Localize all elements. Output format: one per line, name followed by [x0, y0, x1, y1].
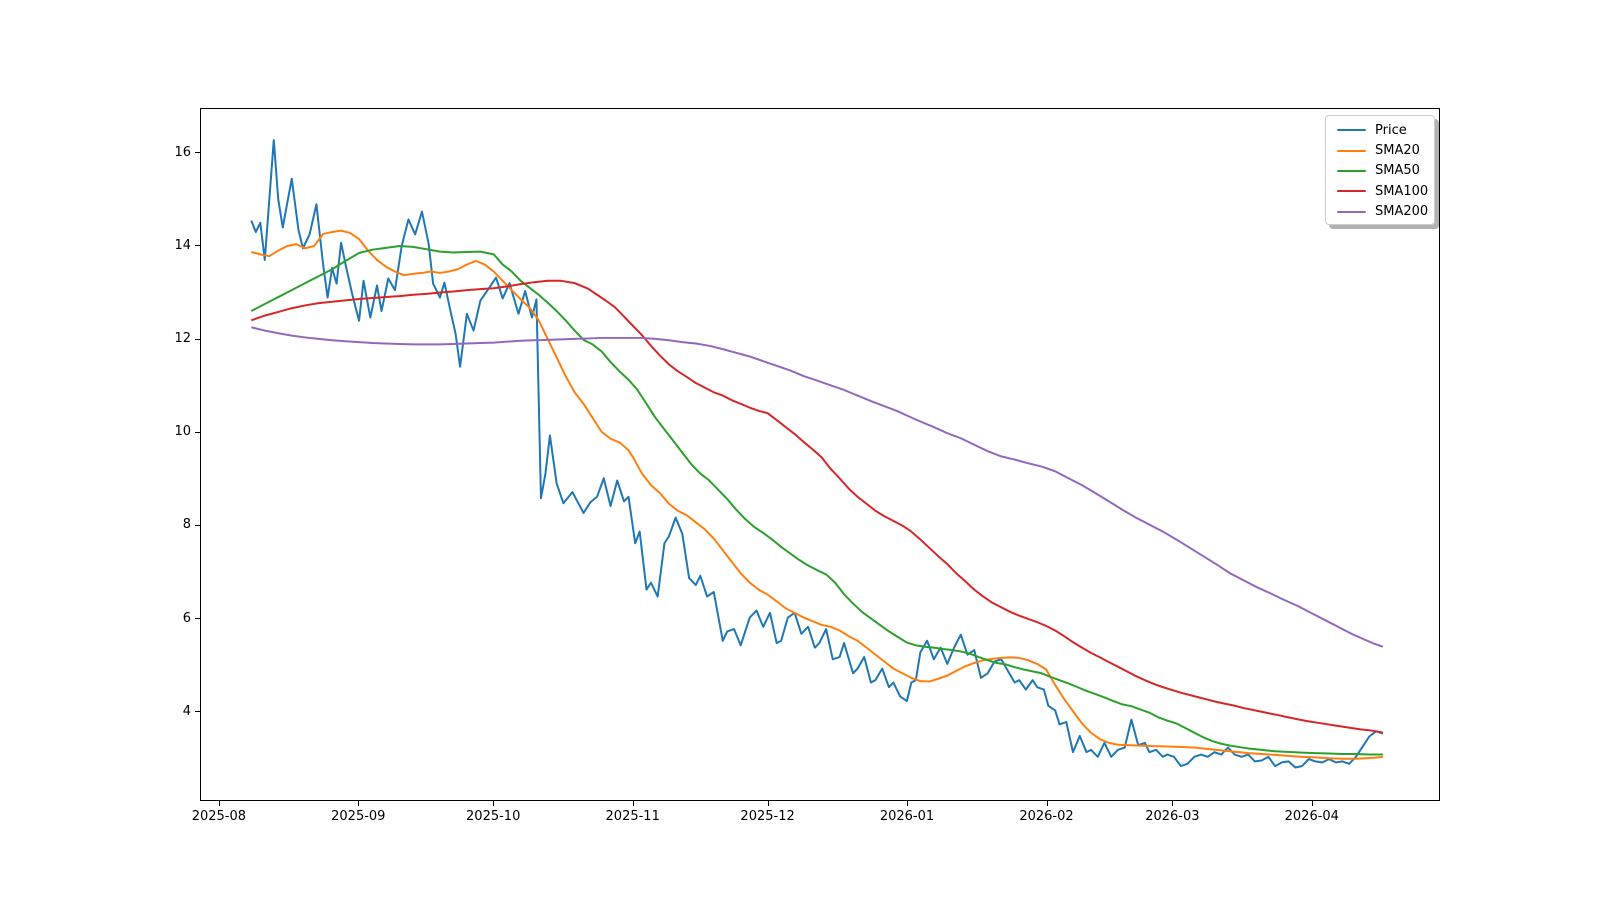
sma20-line: [251, 229, 1383, 760]
x-tick-mark: [493, 801, 495, 806]
x-tick-mark: [907, 801, 908, 806]
x-tick-label: 2025-08: [191, 809, 247, 824]
x-tick-mark: [632, 801, 634, 806]
x-tick-label: 2025-11: [605, 809, 660, 824]
y-tick-label: 12: [174, 331, 191, 346]
x-tick-label: 2025-10: [466, 809, 521, 824]
legend-label: Price: [1375, 122, 1407, 138]
y-tick-mark: [195, 431, 200, 433]
x-tick-label: 2026-01: [879, 809, 935, 824]
x-tick-mark: [1046, 801, 1048, 806]
y-tick-label: 10: [174, 424, 191, 440]
y-tick-label: 8: [182, 517, 191, 533]
x-tick-mark: [1311, 801, 1313, 806]
legend-label: SMA200: [1375, 204, 1429, 220]
sma200-line: [251, 326, 1384, 648]
y-tick-mark: [195, 524, 200, 526]
sma100-line: [250, 279, 1384, 734]
y-tick-label: 16: [174, 144, 191, 160]
y-tick-label: 14: [174, 237, 191, 253]
x-tick-label: 2026-03: [1145, 809, 1200, 824]
x-tick-mark: [767, 801, 769, 806]
legend-label: SMA20: [1375, 143, 1420, 159]
legend-item-sma100: SMA100: [1337, 181, 1434, 201]
legend-item-sma50: SMA50: [1337, 161, 1434, 181]
price-line: [250, 139, 1384, 769]
x-tick-label: 2026-02: [1019, 809, 1074, 824]
y-tick-mark: [195, 338, 200, 340]
sma100-line-sample: [1337, 190, 1366, 193]
y-tick-label: 6: [182, 610, 191, 626]
y-tick-mark: [195, 245, 200, 247]
x-tick-mark: [218, 801, 220, 806]
legend-label: SMA50: [1375, 163, 1420, 179]
sma50-line: [250, 245, 1383, 756]
y-tick-mark: [195, 618, 200, 619]
sma200-line-sample: [1337, 210, 1366, 213]
price-line-sample: [1337, 129, 1366, 132]
x-tick-mark: [358, 801, 360, 806]
chart-lines: [250, 139, 1384, 769]
legend-label: SMA100: [1375, 183, 1429, 199]
x-tick-label: 2025-09: [331, 809, 386, 824]
x-tick-mark: [1172, 801, 1174, 806]
y-tick-mark: [195, 152, 200, 154]
sma50-line-sample: [1337, 169, 1366, 172]
y-tick-mark: [195, 711, 200, 713]
legend-item-price: Price: [1337, 120, 1434, 140]
plot-area: [200, 108, 1440, 801]
y-tick-label: 4: [182, 703, 191, 719]
x-tick-label: 2025-12: [740, 809, 795, 824]
legend-item-sma200: SMA200: [1337, 202, 1434, 222]
legend: Price SMA20 SMA50 SMA100 SMA200: [1325, 115, 1435, 225]
x-tick-label: 2026-04: [1284, 809, 1339, 824]
sma20-line-sample: [1337, 149, 1366, 152]
legend-item-sma20: SMA20: [1337, 140, 1434, 160]
